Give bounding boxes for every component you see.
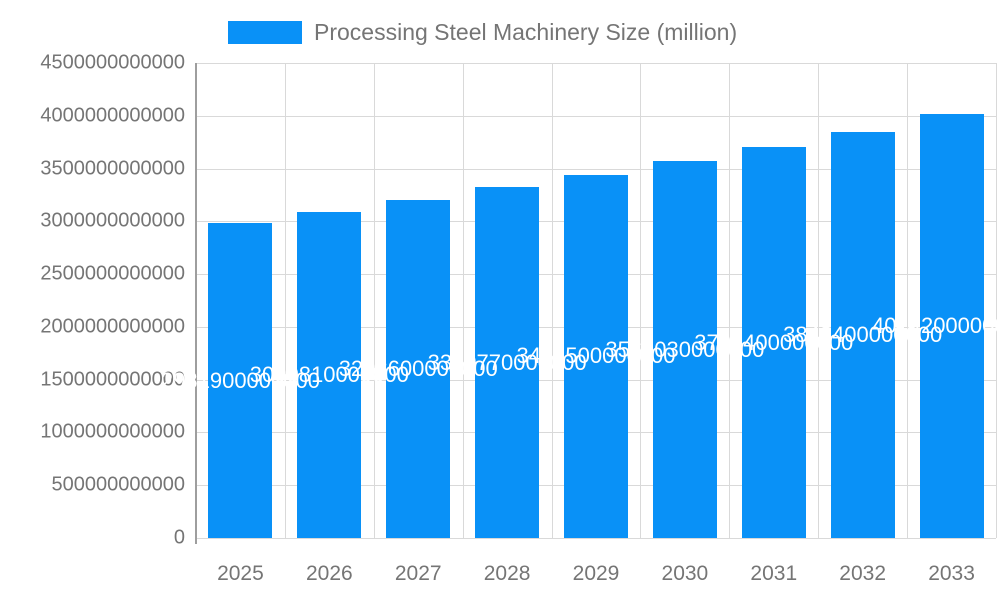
bar-value-label: 3203600000000 bbox=[338, 355, 498, 381]
bar-value-label: 3442500000000 bbox=[516, 343, 676, 369]
bar-2032[interactable] bbox=[830, 131, 895, 538]
bar-2033[interactable] bbox=[919, 114, 984, 538]
y-axis-tick-label: 500000000000 bbox=[51, 473, 185, 496]
v-gridline bbox=[640, 63, 642, 538]
v-gridline bbox=[818, 63, 820, 538]
y-axis-tick-label: 0 bbox=[173, 526, 185, 549]
bar-value-label: 3090810000000 bbox=[249, 361, 409, 387]
bar-value-label: 2981900000000 bbox=[160, 367, 320, 393]
bar-2030[interactable] bbox=[652, 161, 717, 538]
bar-2026[interactable] bbox=[297, 211, 362, 538]
x-axis-label-2028: 2028 bbox=[483, 562, 531, 585]
y-axis-tick-label: 3000000000000 bbox=[40, 209, 185, 232]
h-gridline bbox=[196, 115, 996, 117]
y-axis-line bbox=[195, 63, 197, 544]
y-axis-tick-label: 3500000000000 bbox=[40, 157, 185, 180]
bar-value-label: 3848400000000 bbox=[783, 321, 943, 347]
v-gridline bbox=[462, 63, 464, 538]
y-axis-tick-label: 4500000000000 bbox=[40, 51, 185, 74]
v-gridline bbox=[284, 63, 286, 538]
v-gridline bbox=[907, 63, 909, 538]
x-axis-label-2032: 2032 bbox=[839, 562, 887, 585]
h-gridline bbox=[196, 168, 996, 170]
x-axis-label-2033: 2033 bbox=[928, 562, 975, 585]
bar-value-label: 4014200000000 bbox=[872, 313, 1000, 339]
x-axis-label-2031: 2031 bbox=[750, 562, 798, 585]
x-axis-label-2027: 2027 bbox=[394, 562, 442, 585]
legend[interactable]: Processing Steel Machinery Size (million… bbox=[228, 18, 737, 46]
v-gridline bbox=[996, 63, 997, 538]
v-gridline bbox=[729, 63, 731, 538]
y-axis-tick-label: 2000000000000 bbox=[40, 315, 185, 338]
y-axis-tick-label: 1500000000000 bbox=[40, 368, 185, 391]
x-axis-label-2030: 2030 bbox=[661, 562, 709, 585]
y-axis-tick-label: 4000000000000 bbox=[40, 104, 185, 127]
h-gridline bbox=[196, 538, 996, 539]
legend-swatch bbox=[228, 20, 302, 44]
x-axis-label-2025: 2025 bbox=[217, 562, 264, 585]
bar-2027[interactable] bbox=[386, 199, 451, 538]
x-axis-label-2029: 2029 bbox=[572, 562, 620, 585]
legend-label: Processing Steel Machinery Size (million… bbox=[314, 18, 738, 45]
y-axis-tick-label: 1000000000000 bbox=[40, 420, 185, 443]
bar-2025[interactable] bbox=[208, 223, 273, 538]
y-axis-tick-label: 2500000000000 bbox=[40, 262, 185, 285]
v-gridline bbox=[373, 63, 375, 538]
bar-2031[interactable] bbox=[741, 147, 806, 538]
v-gridline bbox=[551, 63, 553, 538]
bar-value-label: 3703400000000 bbox=[694, 329, 854, 355]
bar-value-label: 3320770000000 bbox=[427, 349, 587, 375]
bar-value-label: 3568030000000 bbox=[605, 336, 765, 362]
x-axis-label-2026: 2026 bbox=[305, 562, 353, 585]
h-gridline bbox=[196, 63, 996, 64]
bar-2028[interactable] bbox=[475, 187, 540, 538]
bar-2029[interactable] bbox=[564, 174, 628, 538]
